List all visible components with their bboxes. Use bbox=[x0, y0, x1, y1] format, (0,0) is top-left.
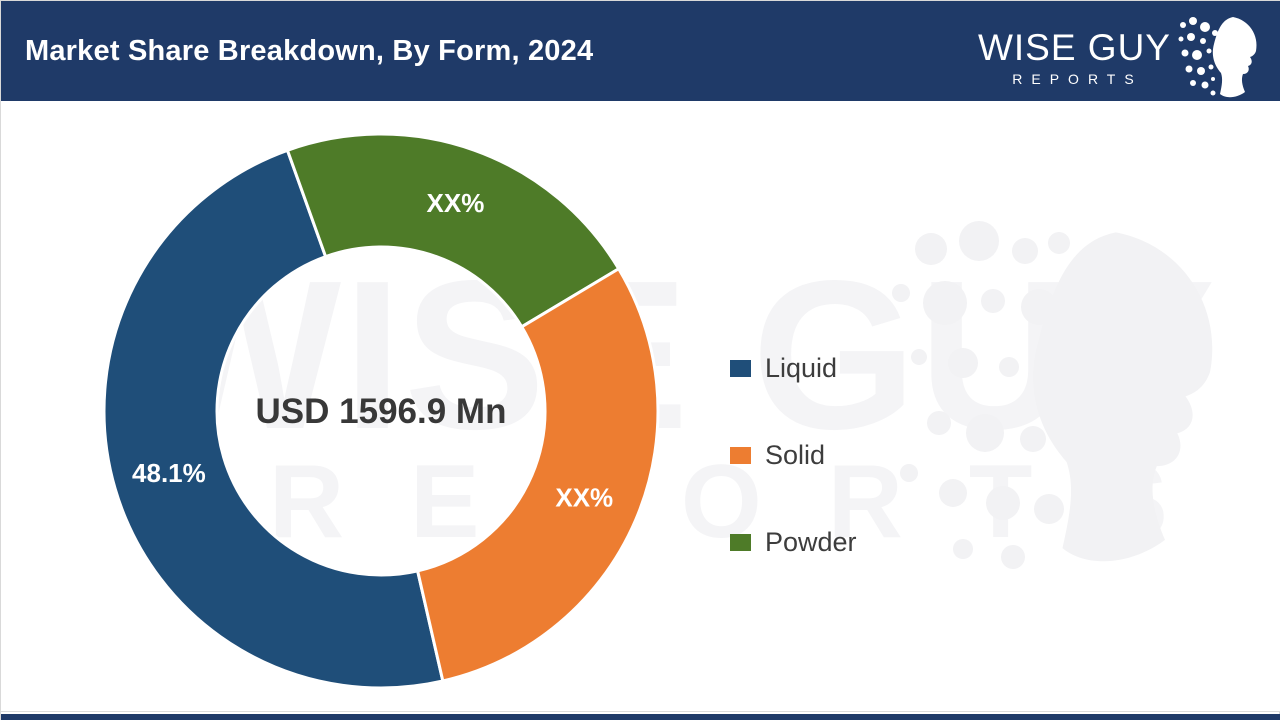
page-title: Market Share Breakdown, By Form, 2024 bbox=[25, 34, 594, 67]
footer-bar bbox=[1, 714, 1280, 720]
legend-label: Liquid bbox=[765, 353, 838, 383]
donut-slice-liquid bbox=[102, 148, 445, 690]
legend-label: Solid bbox=[765, 440, 826, 470]
legend-label: Powder bbox=[765, 527, 857, 557]
wise-guy-reports-logo: WISE GUY REPORTS bbox=[978, 13, 1263, 101]
legend-swatch-powder bbox=[730, 534, 751, 551]
legend-item-liquid: Liquid bbox=[730, 353, 857, 384]
header-bar: Market Share Breakdown, By Form, 2024 WI… bbox=[1, 1, 1280, 101]
logo-subtitle: REPORTS bbox=[1012, 70, 1143, 87]
legend-swatch-liquid bbox=[730, 360, 751, 377]
chart-legend: Liquid Solid Powder bbox=[730, 353, 857, 614]
footer-divider bbox=[1, 711, 1280, 712]
legend-swatch-solid bbox=[730, 447, 751, 464]
logo-text: WISE GUY REPORTS bbox=[977, 26, 1171, 87]
chart-area: WISE GUY REPORTS 48.1% XX% XX% U bbox=[1, 101, 1280, 711]
logo-wordmark: WISE GUY bbox=[977, 26, 1171, 68]
legend-item-solid: Solid bbox=[730, 440, 857, 471]
watermark-face-dots-icon bbox=[892, 221, 1213, 569]
donut-slice-powder bbox=[285, 132, 621, 329]
donut-slice-solid bbox=[415, 266, 660, 683]
donut-center-value: USD 1596.9 Mn bbox=[256, 392, 507, 431]
donut-chart: 48.1% XX% XX% USD 1596.9 Mn bbox=[102, 132, 660, 690]
slice-label-solid: XX% bbox=[555, 483, 613, 513]
slice-label-liquid: 48.1% bbox=[132, 458, 206, 488]
slice-label-powder: XX% bbox=[427, 188, 485, 218]
legend-item-powder: Powder bbox=[730, 527, 857, 558]
logo-face-dots-icon bbox=[1178, 17, 1257, 98]
